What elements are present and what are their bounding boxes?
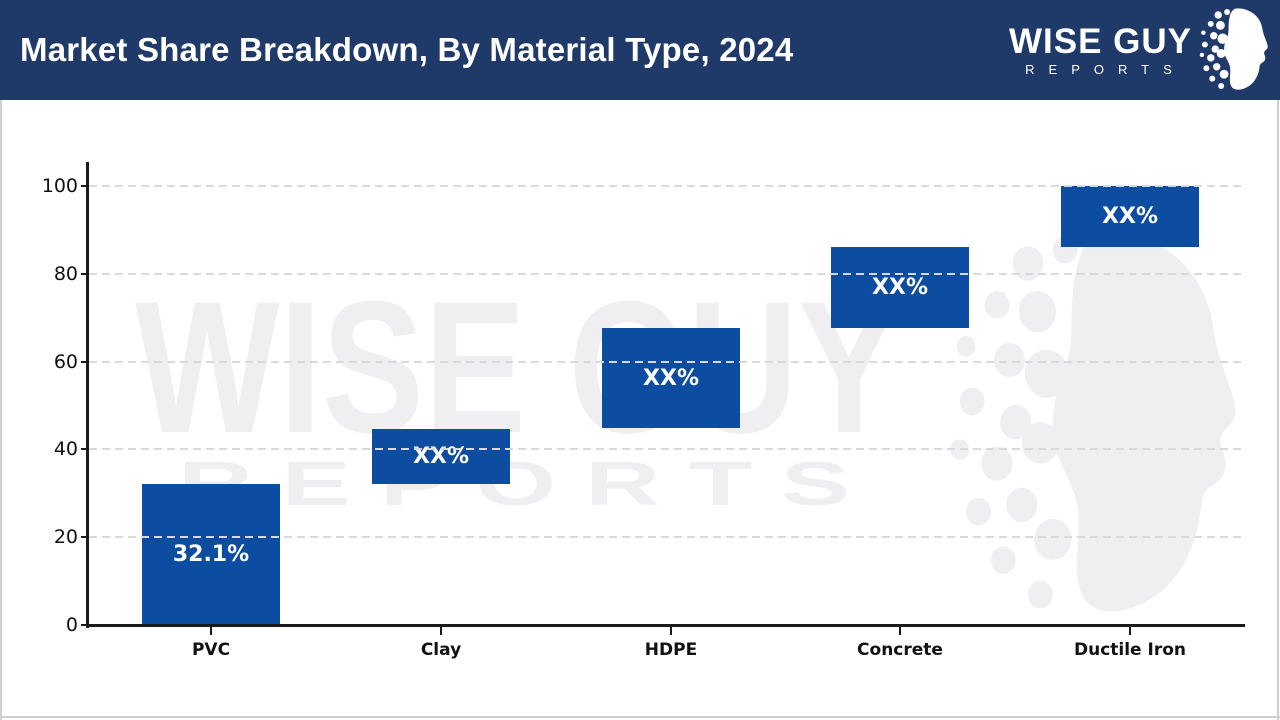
wise-guy-reports-logo: WISE GUY REPORTS <box>1009 5 1270 95</box>
bar-hdpe: XX% <box>602 327 740 429</box>
logo-subtitle: REPORTS <box>1025 62 1186 77</box>
y-tick-label: 20 <box>53 526 78 549</box>
y-tick-mark <box>81 272 89 275</box>
bar-value-label: XX% <box>643 365 699 391</box>
bar-concrete: XX% <box>831 246 969 328</box>
x-category-label-hdpe: HDPE <box>644 640 698 660</box>
bar-value-label: XX% <box>1102 204 1158 229</box>
gridline-40 <box>89 448 1245 451</box>
bar-value-label: XX% <box>413 444 469 470</box>
gridline-80 <box>89 272 1245 275</box>
watermark-head-icon <box>950 232 1236 612</box>
x-tick-mark <box>1129 627 1131 635</box>
image-border-right <box>1277 100 1279 720</box>
logo-text: WISE GUY REPORTS <box>1009 23 1192 77</box>
watermark: WISE GUY R E P O R T S <box>135 232 1236 612</box>
gridline-20 <box>89 536 1245 539</box>
bar-pvc: 32.1% <box>142 484 280 625</box>
image-border-bottom <box>0 716 1280 718</box>
y-tick-mark <box>81 624 89 626</box>
chart-title: Market Share Breakdown, By Material Type… <box>20 31 794 68</box>
header-bar: Market Share Breakdown, By Material Type… <box>0 0 1280 100</box>
y-tick-mark <box>81 185 89 187</box>
y-tick-label: 80 <box>53 262 78 285</box>
bar-clay: XX% <box>372 429 510 485</box>
image-border-left <box>0 100 2 720</box>
y-axis-line <box>86 162 89 628</box>
bar-value-label: XX% <box>872 274 928 300</box>
y-tick-label: 100 <box>41 175 78 197</box>
y-tick-mark <box>81 360 89 363</box>
x-tick-mark <box>210 627 212 635</box>
y-tick-label: 60 <box>53 350 78 373</box>
x-category-label-pvc: PVC <box>191 640 231 660</box>
x-tick-mark <box>440 627 442 635</box>
y-tick-label: 0 <box>65 614 78 636</box>
gridline-100 <box>89 185 1245 187</box>
x-category-label-clay: Clay <box>420 640 462 660</box>
logo-head-icon <box>1199 7 1268 90</box>
watermark-subtitle: R E P O R T S <box>178 450 850 519</box>
gridline-60 <box>89 360 1245 363</box>
watermark-wordmark: WISE GUY <box>135 262 900 472</box>
y-tick-label: 40 <box>53 438 78 461</box>
x-axis-line <box>86 624 1245 627</box>
bar-ductile-iron: XX% <box>1061 186 1199 248</box>
y-tick-mark <box>81 448 89 451</box>
bar-value-label: 32.1% <box>172 542 250 568</box>
x-category-label-concrete: Concrete <box>857 640 943 660</box>
x-category-label-ductile-iron: Ductile Iron <box>1073 640 1186 660</box>
logo-wordmark: WISE GUY <box>1008 22 1192 61</box>
x-tick-mark <box>670 627 672 635</box>
y-tick-mark <box>81 536 89 539</box>
x-tick-mark <box>899 627 901 635</box>
